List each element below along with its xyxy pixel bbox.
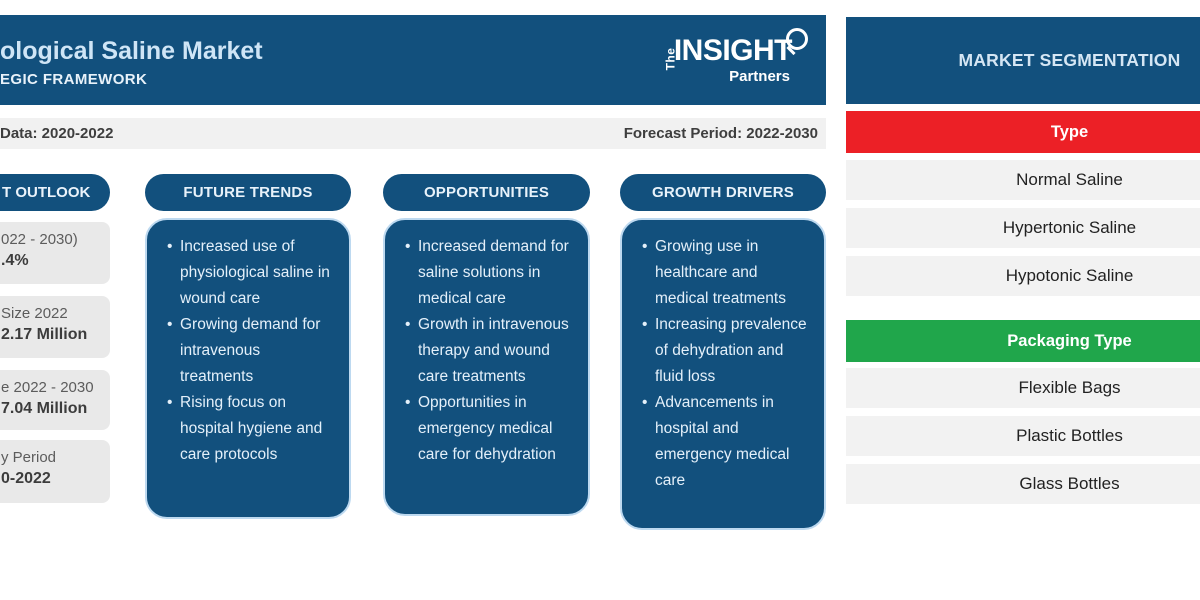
magnifier-icon: [786, 28, 808, 50]
growth-drivers-label: GROWTH DRIVERS: [652, 184, 794, 201]
header-bar: ological Saline Market EGIC FRAMEWORK Th…: [0, 15, 826, 105]
insight-partners-logo: The INSIGHT Partners: [659, 28, 808, 85]
market-segmentation-title: MARKET SEGMENTATION: [958, 50, 1181, 70]
segment-label: Flexible Bags: [1018, 378, 1121, 397]
forecast-period-label: Forecast Period: 2022-2030: [623, 125, 818, 142]
stat-label: e 2022 - 2030: [1, 379, 94, 396]
market-outlook-header: T OUTLOOK: [0, 174, 110, 211]
bullet-item: Increased use of physiological saline in…: [167, 234, 337, 312]
packaging-type-group-label: Packaging Type: [1007, 331, 1132, 350]
stat-value: 2.17 Million: [1, 326, 88, 343]
bullet-item: Growing demand for intravenous treatment…: [167, 312, 337, 390]
stat-card-period: y Period 0-2022: [0, 440, 110, 503]
bullet-item: Advancements in hospital and emergency m…: [642, 390, 812, 494]
future-trends-box: Increased use of physiological saline in…: [145, 218, 351, 519]
bullet-item: Increasing prevalence of dehydration and…: [642, 312, 812, 390]
logo-insight-word: INSIGHT: [673, 34, 793, 67]
future-trends-list: Increased use of physiological saline in…: [167, 234, 337, 468]
growth-drivers-header: GROWTH DRIVERS: [620, 174, 826, 211]
stat-value: 0-2022: [1, 470, 51, 487]
stat-card-cagr: 022 - 2030) .4%: [0, 222, 110, 284]
bullet-item: Growth in intravenous therapy and wound …: [405, 312, 576, 390]
opportunities-list: Increased demand for saline solutions in…: [405, 234, 576, 468]
future-trends-label: FUTURE TRENDS: [183, 184, 313, 201]
period-bar: Data: 2020-2022 Forecast Period: 2022-20…: [0, 118, 826, 149]
market-segmentation-panel: MARKET SEGMENTATION Type Normal Saline H…: [846, 17, 1200, 557]
stat-card-market-size-2030: e 2022 - 2030 7.04 Million: [0, 370, 110, 430]
page-subtitle: EGIC FRAMEWORK: [0, 71, 148, 88]
logo-insight-text: INSIGHT: [673, 28, 808, 67]
segment-row-hypertonic-saline: Hypertonic Saline: [846, 208, 1200, 248]
opportunities-label: OPPORTUNITIES: [423, 184, 550, 201]
growth-drivers-box: Growing use in healthcare and medical tr…: [620, 218, 826, 530]
future-trends-header: FUTURE TRENDS: [145, 174, 351, 211]
stat-value: .4%: [1, 252, 29, 269]
bullet-item: Opportunities in emergency medical care …: [405, 390, 576, 468]
growth-drivers-list: Growing use in healthcare and medical tr…: [642, 234, 812, 494]
segment-label: Normal Saline: [1016, 170, 1123, 189]
type-group-header: Type: [846, 111, 1200, 153]
type-group-label: Type: [1050, 122, 1089, 141]
segment-label: Hypertonic Saline: [1002, 218, 1137, 237]
packaging-type-group-header: Packaging Type: [846, 320, 1200, 362]
segment-row-plastic-bottles: Plastic Bottles: [846, 416, 1200, 456]
bullet-item: Increased demand for saline solutions in…: [405, 234, 576, 312]
stat-label: Size 2022: [1, 305, 68, 322]
segment-label: Glass Bottles: [1019, 474, 1120, 493]
logo-partners-text: Partners: [729, 68, 790, 85]
segment-label: Plastic Bottles: [1016, 426, 1123, 445]
segment-row-normal-saline: Normal Saline: [846, 160, 1200, 200]
opportunities-header: OPPORTUNITIES: [383, 174, 590, 211]
page-title: ological Saline Market: [0, 37, 263, 65]
stat-label: 022 - 2030): [1, 231, 78, 248]
stat-card-market-size-2022: Size 2022 2.17 Million: [0, 296, 110, 358]
opportunities-box: Increased demand for saline solutions in…: [383, 218, 590, 516]
stat-value: 7.04 Million: [1, 400, 88, 417]
segment-row-flexible-bags: Flexible Bags: [846, 368, 1200, 408]
bullet-item: Rising focus on hospital hygiene and car…: [167, 390, 337, 468]
market-segmentation-header: MARKET SEGMENTATION: [846, 17, 1200, 104]
segment-row-glass-bottles: Glass Bottles: [846, 464, 1200, 504]
stat-label: y Period: [1, 449, 57, 466]
market-outlook-label: T OUTLOOK: [2, 184, 91, 201]
historical-data-label: Data: 2020-2022: [0, 125, 114, 142]
bullet-item: Growing use in healthcare and medical tr…: [642, 234, 812, 312]
segment-label: Hypotonic Saline: [1005, 266, 1134, 285]
segment-row-hypotonic-saline: Hypotonic Saline: [846, 256, 1200, 296]
